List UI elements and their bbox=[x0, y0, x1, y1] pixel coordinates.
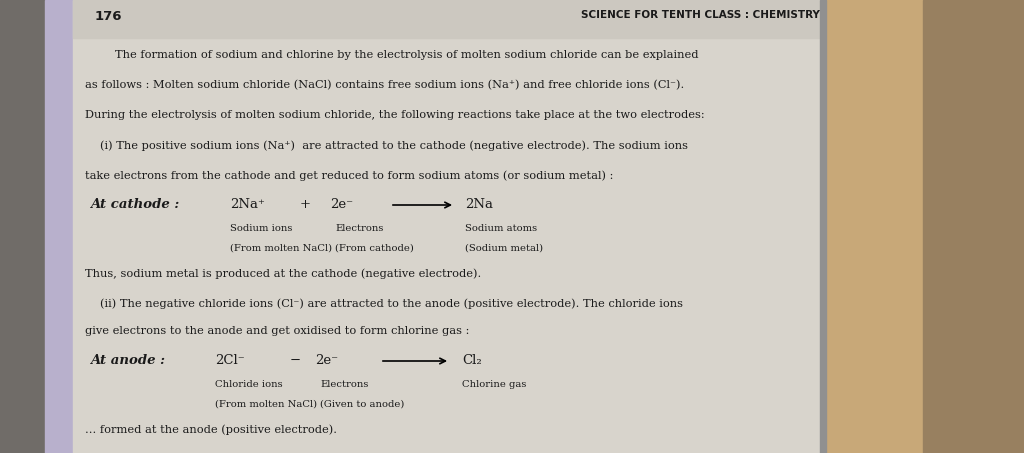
Text: 2Na: 2Na bbox=[465, 198, 493, 211]
Text: Electrons: Electrons bbox=[335, 224, 383, 233]
Text: (Given to anode): (Given to anode) bbox=[319, 400, 404, 409]
Text: give electrons to the anode and get oxidised to form chlorine gas :: give electrons to the anode and get oxid… bbox=[85, 326, 469, 336]
Text: (ii) The negative chloride ions (Cl⁻) are attracted to the anode (positive elect: (ii) The negative chloride ions (Cl⁻) ar… bbox=[100, 298, 683, 308]
Bar bbox=[823, 0, 923, 453]
Text: 2Cl⁻: 2Cl⁻ bbox=[215, 354, 245, 367]
Text: ... formed at the anode (positive electrode).: ... formed at the anode (positive electr… bbox=[85, 424, 337, 434]
Text: (From molten NaCl): (From molten NaCl) bbox=[230, 244, 332, 253]
Text: 2Na⁺: 2Na⁺ bbox=[230, 198, 265, 211]
Text: Sodium ions: Sodium ions bbox=[230, 224, 293, 233]
Text: (Sodium metal): (Sodium metal) bbox=[465, 244, 543, 253]
Text: Sodium atoms: Sodium atoms bbox=[465, 224, 538, 233]
Text: SCIENCE FOR TENTH CLASS : CHEMISTRY: SCIENCE FOR TENTH CLASS : CHEMISTRY bbox=[582, 10, 820, 20]
Text: At anode :: At anode : bbox=[90, 354, 165, 367]
Text: (From molten NaCl): (From molten NaCl) bbox=[215, 400, 317, 409]
Text: Thus, sodium metal is produced at the cathode (negative electrode).: Thus, sodium metal is produced at the ca… bbox=[85, 268, 481, 279]
Text: Cl₂: Cl₂ bbox=[462, 354, 481, 367]
Text: −: − bbox=[290, 354, 301, 367]
Text: 2e⁻: 2e⁻ bbox=[330, 198, 353, 211]
Text: 2e⁻: 2e⁻ bbox=[315, 354, 338, 367]
Bar bbox=[923, 0, 1024, 453]
Bar bbox=[45, 0, 73, 453]
Bar bbox=[820, 0, 826, 453]
Text: Chloride ions: Chloride ions bbox=[215, 380, 283, 389]
Bar bbox=[73, 0, 823, 38]
Text: 176: 176 bbox=[95, 10, 123, 23]
Text: During the electrolysis of molten sodium chloride, the following reactions take : During the electrolysis of molten sodium… bbox=[85, 110, 705, 120]
Text: (From cathode): (From cathode) bbox=[335, 244, 414, 253]
Text: The formation of sodium and chlorine by the electrolysis of molten sodium chlori: The formation of sodium and chlorine by … bbox=[115, 50, 698, 60]
Text: Electrons: Electrons bbox=[319, 380, 369, 389]
Text: (i) The positive sodium ions (Na⁺)  are attracted to the cathode (negative elect: (i) The positive sodium ions (Na⁺) are a… bbox=[100, 140, 688, 150]
Bar bbox=[73, 0, 823, 453]
Bar bbox=[0, 0, 45, 453]
Text: Chlorine gas: Chlorine gas bbox=[462, 380, 526, 389]
Text: At cathode :: At cathode : bbox=[90, 198, 179, 211]
Text: as follows : Molten sodium chloride (NaCl) contains free sodium ions (Na⁺) and f: as follows : Molten sodium chloride (NaC… bbox=[85, 80, 684, 90]
Text: take electrons from the cathode and get reduced to form sodium atoms (or sodium : take electrons from the cathode and get … bbox=[85, 170, 613, 181]
Text: +: + bbox=[300, 198, 311, 211]
